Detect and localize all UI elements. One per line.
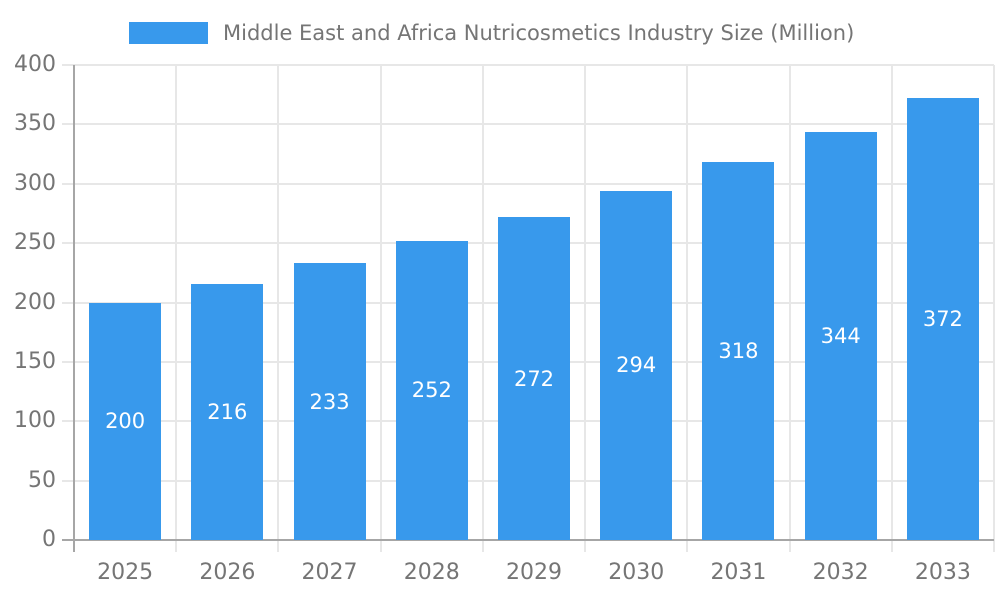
- bar-2027: 233: [293, 263, 366, 540]
- y-grid-line: [62, 182, 994, 185]
- y-tick-label: 0: [42, 527, 56, 552]
- bar-2029: 272: [498, 217, 570, 540]
- x-grid-line: [686, 65, 689, 552]
- bar-2030: 294: [600, 190, 673, 540]
- x-grid-line: [175, 65, 178, 552]
- x-grid-line: [788, 65, 791, 552]
- y-tick-label: 50: [28, 467, 56, 493]
- x-grid-line: [993, 65, 995, 552]
- y-tick-label: 350: [14, 111, 56, 137]
- y-tick-label: 200: [14, 289, 56, 315]
- y-tick-label: 100: [14, 408, 56, 434]
- bar-2032: 344: [804, 131, 877, 540]
- x-grid-line: [481, 65, 484, 552]
- x-tick-label: 2028: [403, 560, 460, 585]
- x-grid-line: [584, 65, 587, 552]
- bar-2026: 216: [191, 283, 264, 540]
- bar-value-label: 294: [616, 353, 657, 378]
- bar-value-label: 233: [309, 389, 350, 414]
- y-grid-line: [62, 123, 994, 126]
- x-tick-label: 2025: [97, 560, 154, 585]
- x-grid-line: [890, 65, 893, 552]
- bar-value-label: 372: [922, 307, 963, 332]
- x-tick-label: 2026: [199, 560, 256, 585]
- x-tick-label: 2033: [914, 560, 971, 585]
- x-tick-label: 2027: [301, 560, 358, 585]
- x-axis-line: [62, 539, 994, 541]
- bar-value-label: 272: [513, 366, 555, 391]
- x-tick-label: 2029: [505, 560, 562, 585]
- x-tick-label: 2031: [710, 560, 767, 585]
- bar-2025: 200: [89, 302, 162, 540]
- y-grid-line: [62, 64, 994, 66]
- y-tick-label: 150: [14, 348, 56, 374]
- x-tick-label: 2032: [812, 560, 869, 585]
- bar-2031: 318: [702, 162, 775, 540]
- x-grid-line: [277, 65, 280, 552]
- legend-label: Middle East and Africa Nutricosmetics In…: [223, 21, 855, 45]
- y-tick-label: 300: [14, 170, 56, 196]
- bar-value-label: 252: [411, 378, 452, 403]
- bar-value-label: 200: [105, 409, 146, 434]
- bar-2033: 372: [906, 98, 979, 540]
- x-grid-line: [379, 65, 382, 552]
- legend-swatch: [129, 22, 208, 44]
- y-axis-line: [73, 65, 75, 552]
- chart-legend[interactable]: Middle East and Africa Nutricosmetics In…: [129, 21, 854, 45]
- bar-2028: 252: [395, 240, 468, 540]
- x-tick-label: 2030: [608, 560, 665, 585]
- bar-value-label: 216: [207, 399, 248, 424]
- bar-value-label: 344: [820, 323, 861, 348]
- y-tick-label: 400: [14, 52, 56, 77]
- y-tick-label: 250: [14, 230, 56, 256]
- bar-value-label: 318: [718, 339, 759, 364]
